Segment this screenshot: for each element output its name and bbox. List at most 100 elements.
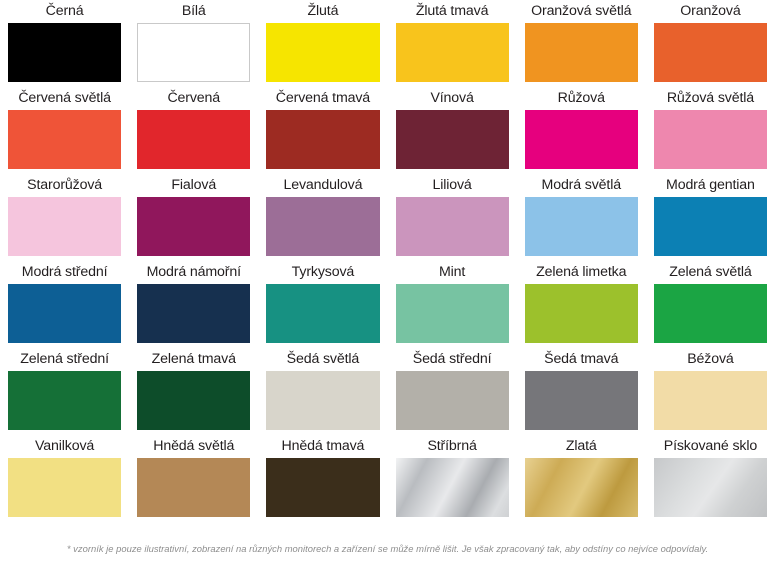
swatch-cell[interactable]: Bílá	[129, 0, 258, 87]
swatch-color-chip[interactable]	[8, 197, 122, 256]
swatch-cell[interactable]: Šedá světlá	[258, 348, 387, 435]
swatch-label: Hnědá tmavá	[281, 438, 365, 454]
swatch-cell[interactable]: Modrá gentian	[646, 174, 775, 261]
swatch-cell[interactable]: Modrá námořní	[129, 261, 258, 348]
swatch-label: Žlutá	[307, 3, 339, 19]
swatch-cell[interactable]: Modrá světlá	[517, 174, 646, 261]
swatch-color-chip[interactable]	[8, 23, 122, 82]
swatch-color-chip[interactable]	[8, 110, 122, 169]
swatch-label: Mint	[438, 264, 466, 280]
swatch-cell[interactable]: Růžová světlá	[646, 87, 775, 174]
swatch-label: Červená světlá	[18, 90, 111, 106]
swatch-cell[interactable]: Starorůžová	[0, 174, 129, 261]
swatch-cell[interactable]: Zelená tmavá	[129, 348, 258, 435]
swatch-label: Červená	[167, 90, 221, 106]
swatch-label: Oranžová světlá	[531, 3, 632, 19]
swatch-label: Šedá tmavá	[544, 351, 619, 367]
swatch-cell[interactable]: Vanilková	[0, 435, 129, 522]
swatch-cell[interactable]: Zelená limetka	[517, 261, 646, 348]
swatch-color-chip[interactable]	[266, 284, 380, 343]
swatch-color-chip[interactable]	[524, 197, 638, 256]
color-swatch-grid: Černá Bílá Žlutá Žlutá tmavá Oranžová světlá…	[0, 0, 775, 522]
swatch-label: Šedá světlá	[286, 351, 360, 367]
swatch-color-chip[interactable]	[137, 284, 251, 343]
swatch-label: Pískované sklo	[663, 438, 758, 454]
swatch-label: Modrá námořní	[146, 264, 241, 280]
swatch-color-chip[interactable]	[395, 371, 509, 430]
swatch-cell[interactable]: Červená světlá	[0, 87, 129, 174]
swatch-color-chip[interactable]	[8, 458, 122, 517]
swatch-label: Béžová	[687, 351, 734, 367]
swatch-color-chip[interactable]	[395, 23, 509, 82]
swatch-label: Zelená střední	[20, 351, 109, 367]
swatch-cell[interactable]: Červená	[129, 87, 258, 174]
swatch-color-chip[interactable]	[137, 371, 251, 430]
swatch-cell[interactable]: Černá	[0, 0, 129, 87]
swatch-color-chip[interactable]	[653, 371, 767, 430]
swatch-label: Černá	[45, 3, 84, 19]
swatch-cell[interactable]: Žlutá	[258, 0, 387, 87]
swatch-cell[interactable]: Červená tmavá	[258, 87, 387, 174]
swatch-color-chip[interactable]	[266, 458, 380, 517]
swatch-cell[interactable]: Zelená střední	[0, 348, 129, 435]
swatch-color-chip[interactable]	[137, 458, 251, 517]
swatch-color-chip[interactable]	[653, 458, 767, 517]
swatch-label: Hnědá světlá	[153, 438, 235, 454]
swatch-label: Oranžová	[680, 3, 741, 19]
swatch-cell[interactable]: Šedá střední	[388, 348, 517, 435]
swatch-color-chip[interactable]	[137, 197, 251, 256]
swatch-cell[interactable]: Tyrkysová	[258, 261, 387, 348]
swatch-cell[interactable]: Mint	[388, 261, 517, 348]
swatch-color-chip[interactable]	[524, 371, 638, 430]
swatch-label: Liliová	[432, 177, 472, 193]
swatch-color-chip[interactable]	[653, 110, 767, 169]
swatch-cell[interactable]: Oranžová světlá	[517, 0, 646, 87]
swatch-color-chip[interactable]	[524, 284, 638, 343]
swatch-cell[interactable]: Fialová	[129, 174, 258, 261]
swatch-cell[interactable]: Liliová	[388, 174, 517, 261]
swatch-cell[interactable]: Zlatá	[517, 435, 646, 522]
swatch-color-chip[interactable]	[137, 110, 251, 169]
swatch-color-chip[interactable]	[653, 284, 767, 343]
swatch-label: Modrá střední	[21, 264, 108, 280]
swatch-cell[interactable]: Hnědá tmavá	[258, 435, 387, 522]
swatch-cell[interactable]: Stříbrná	[388, 435, 517, 522]
swatch-color-chip[interactable]	[524, 23, 638, 82]
swatch-color-chip[interactable]	[653, 197, 767, 256]
swatch-cell[interactable]: Vínová	[388, 87, 517, 174]
swatch-label: Stříbrná	[427, 438, 477, 454]
swatch-color-chip[interactable]	[8, 371, 122, 430]
swatch-color-chip[interactable]	[266, 197, 380, 256]
swatch-cell[interactable]: Žlutá tmavá	[388, 0, 517, 87]
swatch-cell[interactable]: Růžová	[517, 87, 646, 174]
swatch-cell[interactable]: Oranžová	[646, 0, 775, 87]
swatch-label: Červená tmavá	[275, 90, 371, 106]
swatch-label: Modrá světlá	[541, 177, 622, 193]
swatch-color-chip[interactable]	[653, 23, 767, 82]
swatch-color-chip[interactable]	[137, 23, 251, 82]
swatch-color-chip[interactable]	[395, 197, 509, 256]
disclaimer-footnote: * vzorník je pouze ilustrativní, zobraze…	[66, 543, 709, 554]
swatch-label: Zelená světlá	[669, 264, 752, 280]
swatch-cell[interactable]: Zelená světlá	[646, 261, 775, 348]
swatch-cell[interactable]: Šedá tmavá	[517, 348, 646, 435]
swatch-color-chip[interactable]	[266, 110, 380, 169]
swatch-label: Zelená limetka	[536, 264, 627, 280]
swatch-cell[interactable]: Modrá střední	[0, 261, 129, 348]
swatch-cell[interactable]: Hnědá světlá	[129, 435, 258, 522]
swatch-color-chip[interactable]	[524, 110, 638, 169]
swatch-cell[interactable]: Béžová	[646, 348, 775, 435]
swatch-color-chip[interactable]	[524, 458, 638, 517]
swatch-color-chip[interactable]	[395, 458, 509, 517]
swatch-label: Tyrkysová	[291, 264, 355, 280]
swatch-cell[interactable]: Levandulová	[258, 174, 387, 261]
swatch-label: Růžová	[557, 90, 605, 106]
swatch-cell[interactable]: Pískované sklo	[646, 435, 775, 522]
swatch-label: Zelená tmavá	[151, 351, 236, 367]
swatch-color-chip[interactable]	[266, 371, 380, 430]
swatch-color-chip[interactable]	[395, 110, 509, 169]
swatch-color-chip[interactable]	[266, 23, 380, 82]
swatch-label: Modrá gentian	[666, 177, 755, 193]
swatch-color-chip[interactable]	[8, 284, 122, 343]
swatch-color-chip[interactable]	[395, 284, 509, 343]
